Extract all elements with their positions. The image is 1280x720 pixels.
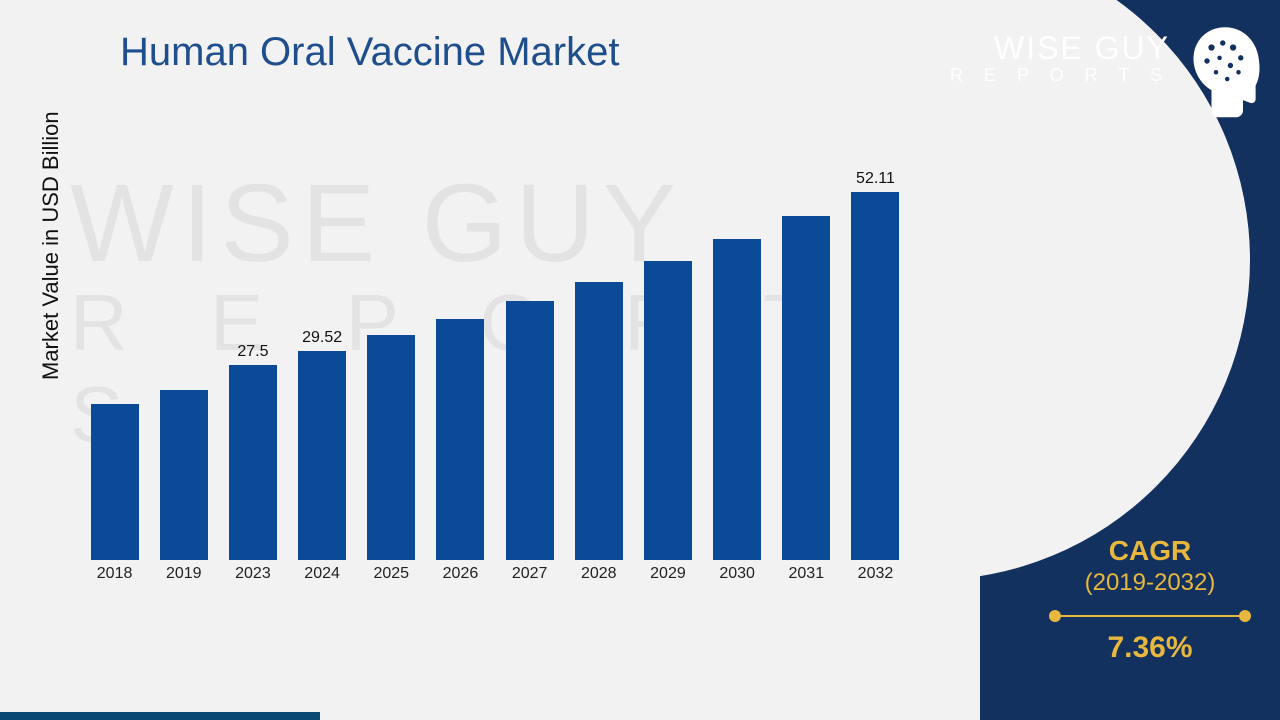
brand-logo-text: WISE GUY R E P O R T S: [950, 30, 1170, 86]
bar-slot: 52.11: [841, 170, 910, 560]
bar-slot: [357, 170, 426, 560]
x-tick-label: 2029: [633, 565, 702, 583]
cagr-block: CAGR (2019-2032) 7.36%: [1020, 535, 1280, 665]
bar-value-label: 27.5: [237, 343, 268, 361]
x-tick-label: 2031: [772, 565, 841, 583]
bar: [782, 216, 830, 560]
x-tick-label: 2026: [426, 565, 495, 583]
x-tick-label: 2024: [288, 565, 357, 583]
bar-slot: [149, 170, 218, 560]
bar: [644, 261, 692, 560]
bar: [91, 404, 139, 560]
bar-slot: [564, 170, 633, 560]
bar: [436, 319, 484, 560]
x-tick-label: 2025: [357, 565, 426, 583]
bar-slot: 27.5: [218, 170, 287, 560]
bar-slot: [772, 170, 841, 560]
cagr-title: CAGR: [1020, 535, 1280, 567]
infographic-stage: WISE GUY R E P O R T S Human Oral Vaccin…: [0, 0, 1280, 720]
bar: [160, 390, 208, 560]
brand-line2: R E P O R T S: [950, 65, 1170, 86]
bar: [506, 301, 554, 560]
cagr-value: 7.36%: [1020, 631, 1280, 665]
bar-value-label: 29.52: [302, 329, 342, 347]
cagr-divider: [1055, 615, 1245, 617]
y-axis-label: Market Value in USD Billion: [38, 111, 64, 380]
bar-slot: [80, 170, 149, 560]
bar-slot: [426, 170, 495, 560]
bar-value-label: 52.11: [856, 170, 895, 188]
x-tick-label: 2023: [218, 565, 287, 583]
bar-slot: [495, 170, 564, 560]
bar: [575, 282, 623, 560]
x-tick-label: 2032: [841, 565, 910, 583]
brand-line1: WISE GUY: [950, 30, 1170, 67]
bar: [367, 335, 415, 560]
dot-icon: [1239, 610, 1251, 622]
cagr-range: (2019-2032): [1020, 569, 1280, 597]
x-axis-labels: 2018201920232024202520262027202820292030…: [80, 565, 910, 583]
bar-slot: 29.52: [288, 170, 357, 560]
x-tick-label: 2030: [703, 565, 772, 583]
bar: [229, 365, 277, 560]
bar-slot: [703, 170, 772, 560]
x-tick-label: 2019: [149, 565, 218, 583]
brand-head-icon: [1180, 20, 1270, 120]
bar-chart: 27.5 29.52 52.11: [80, 170, 910, 560]
bar: [298, 351, 346, 560]
bar: [851, 192, 899, 560]
dot-icon: [1049, 610, 1061, 622]
bar: [713, 239, 761, 560]
chart-title: Human Oral Vaccine Market: [120, 30, 619, 75]
x-tick-label: 2027: [495, 565, 564, 583]
x-tick-label: 2018: [80, 565, 149, 583]
bar-slot: [633, 170, 702, 560]
bottom-accent-bar: [0, 712, 320, 720]
x-tick-label: 2028: [564, 565, 633, 583]
